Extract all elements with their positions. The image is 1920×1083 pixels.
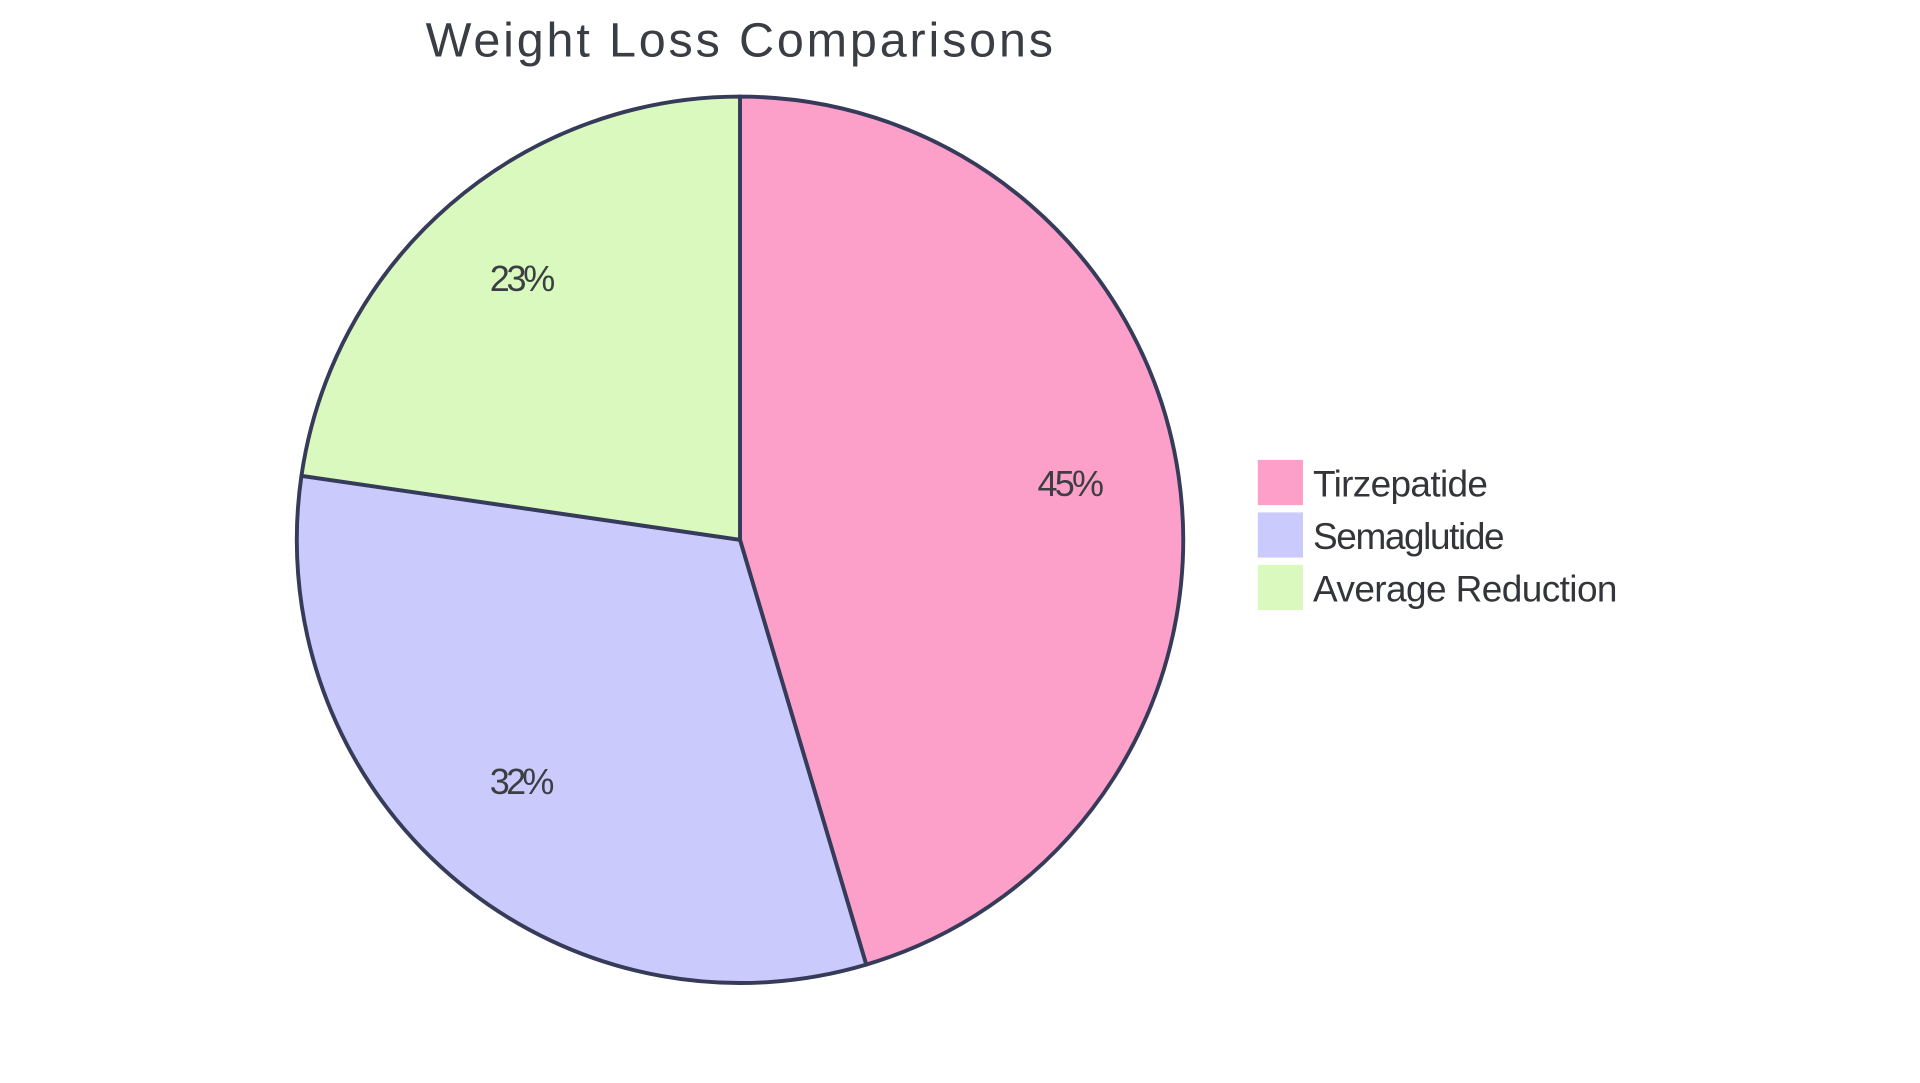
svg-text:23%: 23% (490, 258, 556, 299)
svg-text:32%: 32% (490, 761, 555, 802)
svg-text:Weight Loss Comparisons: Weight Loss Comparisons (426, 14, 1053, 68)
svg-text:Tirzepatide: Tirzepatide (1313, 464, 1488, 505)
svg-text:Average Reduction: Average Reduction (1313, 569, 1618, 610)
svg-text:Semaglutide: Semaglutide (1313, 516, 1505, 557)
svg-text:45%: 45% (1038, 463, 1105, 504)
